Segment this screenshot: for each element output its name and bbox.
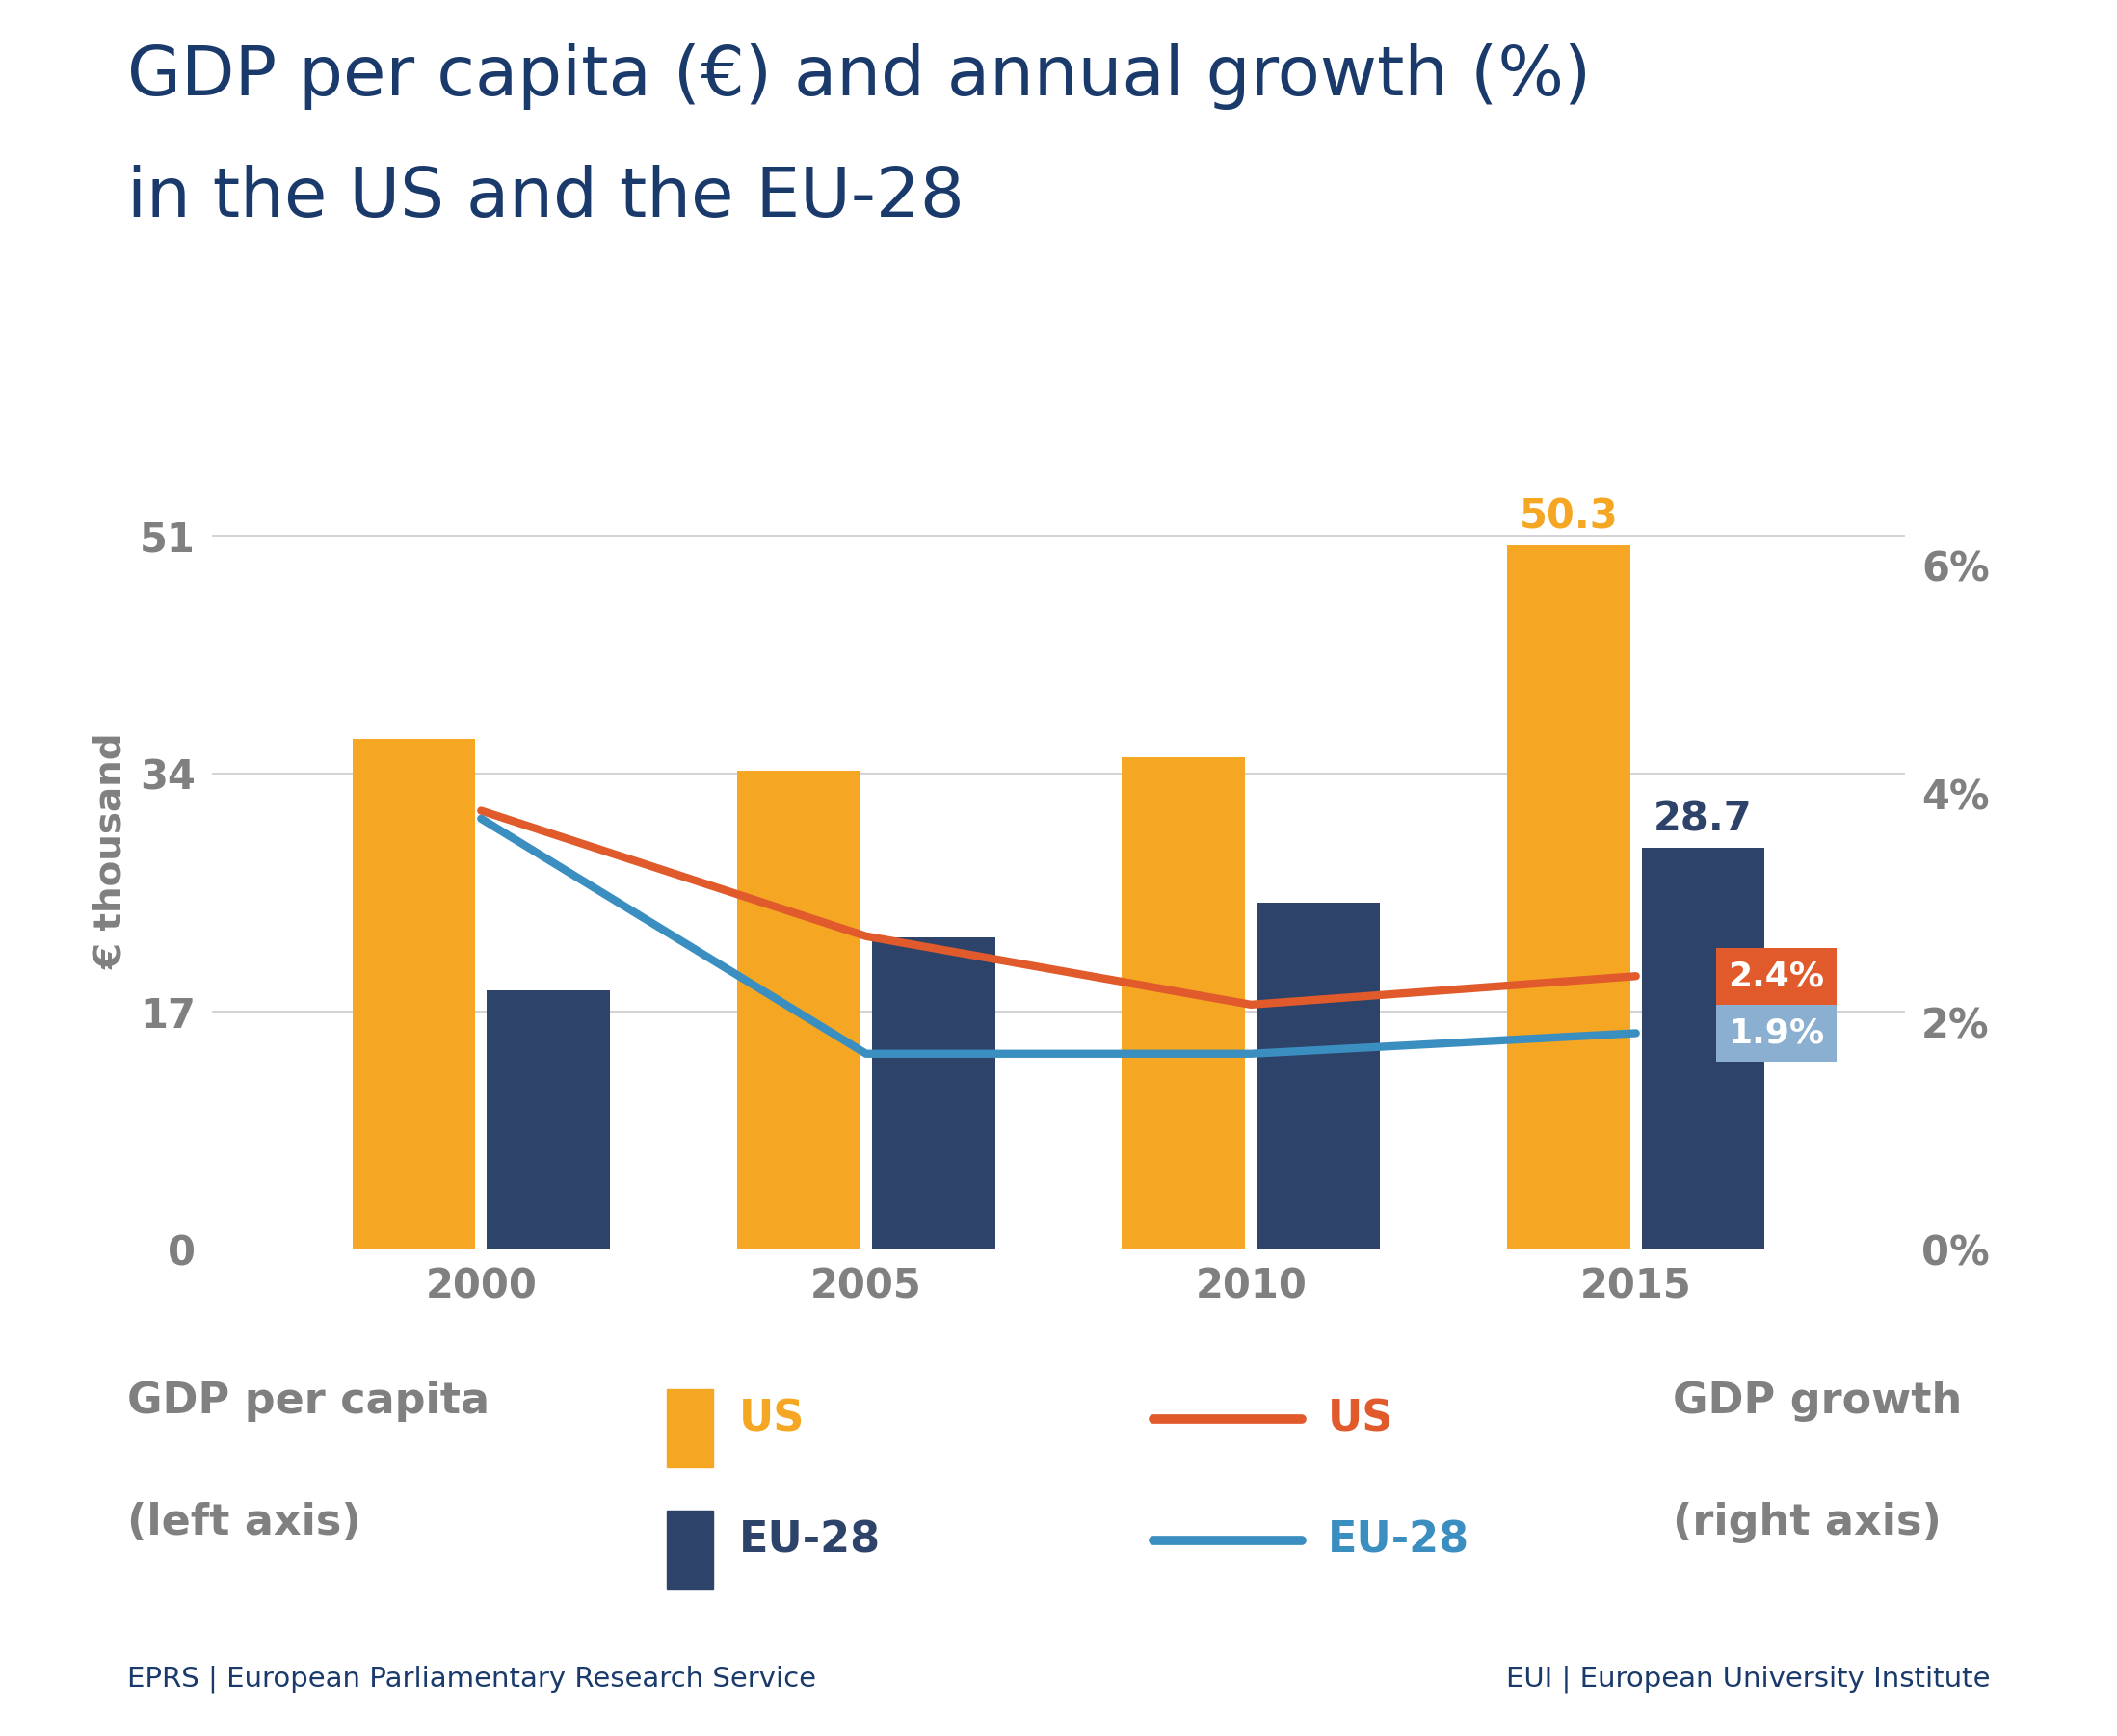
Text: EPRS | European Parliamentary Research Service: EPRS | European Parliamentary Research S…: [127, 1665, 815, 1693]
Bar: [1257, 903, 1380, 1250]
Text: EUI | European University Institute: EUI | European University Institute: [1505, 1665, 1990, 1693]
Text: 28.7: 28.7: [1653, 799, 1753, 840]
Text: US: US: [1327, 1399, 1393, 1439]
Bar: [1122, 757, 1245, 1250]
Y-axis label: € thousand: € thousand: [93, 733, 129, 969]
Text: (left axis): (left axis): [127, 1502, 360, 1543]
Text: EU-28: EU-28: [1327, 1521, 1469, 1561]
Text: GDP growth: GDP growth: [1672, 1380, 1962, 1422]
Bar: [1641, 847, 1766, 1250]
Text: GDP per capita: GDP per capita: [127, 1380, 489, 1422]
Text: 2.4%: 2.4%: [1727, 960, 1825, 993]
Text: EU-28: EU-28: [739, 1521, 881, 1561]
Text: 50.3: 50.3: [1520, 496, 1617, 536]
Text: GDP per capita (€) and annual growth (%): GDP per capita (€) and annual growth (%): [127, 43, 1590, 109]
Bar: [737, 771, 860, 1250]
Text: US: US: [739, 1399, 804, 1439]
Text: 1.9%: 1.9%: [1727, 1017, 1825, 1050]
Bar: [872, 937, 995, 1250]
Bar: [487, 991, 610, 1250]
Bar: [1507, 545, 1630, 1250]
Text: in the US and the EU-28: in the US and the EU-28: [127, 165, 963, 231]
Bar: [351, 738, 476, 1250]
Text: (right axis): (right axis): [1672, 1502, 1941, 1543]
